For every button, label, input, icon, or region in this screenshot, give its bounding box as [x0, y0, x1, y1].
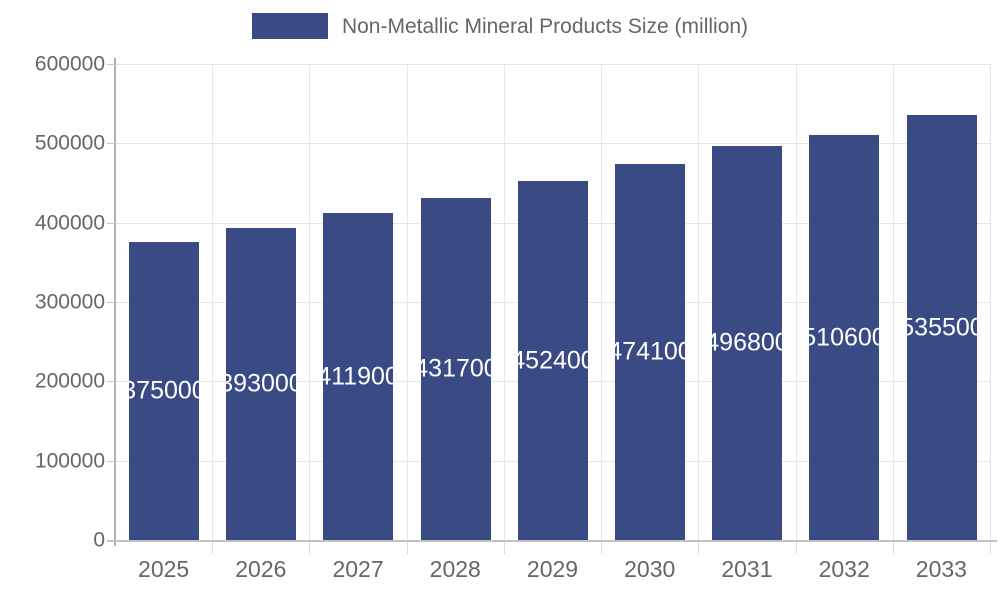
bar-value-label: 375000 [129, 376, 199, 405]
gridline-vertical [990, 64, 991, 540]
gridline-vertical [504, 64, 505, 540]
bar-2031[interactable]: 496800 [712, 146, 782, 540]
gridline-vertical [407, 64, 408, 540]
x-axis-tick-mark [893, 542, 894, 554]
y-axis-tick-label: 0 [93, 528, 105, 552]
bar-2028[interactable]: 431700 [421, 198, 491, 540]
gridline-vertical [601, 64, 602, 540]
x-axis-tick-label: 2025 [138, 556, 190, 582]
y-axis-tick-label: 500000 [34, 131, 105, 155]
x-axis-tick-label: 2026 [235, 556, 287, 582]
x-axis-tick-labels: 2025 2026 2027 2028 2029 2030 2031 2032 2033 [115, 556, 990, 596]
bar-value-label: 393000 [226, 369, 296, 398]
gridline-horizontal [115, 143, 990, 145]
y-axis-tick-mark [107, 302, 115, 303]
x-axis-tick-mark [698, 542, 699, 554]
gridline-vertical [309, 64, 310, 540]
x-axis-tick-label: 2028 [429, 556, 481, 582]
x-axis-tick-mark [212, 542, 213, 554]
x-axis-tick-mark [601, 542, 602, 554]
y-axis-tick-mark [107, 222, 115, 224]
chart-legend: Non-Metallic Mineral Products Size (mill… [0, 0, 1000, 52]
bar-value-label: 411900 [323, 362, 393, 390]
x-axis-tick-label: 2027 [332, 556, 384, 582]
legend-color-swatch-icon [251, 13, 328, 39]
y-axis-tick-mark [107, 540, 115, 541]
bar-2029[interactable]: 452400 [518, 181, 588, 540]
gridline-vertical [893, 64, 894, 540]
x-axis-tick-label: 2029 [526, 556, 579, 582]
y-axis-tick-label: 600000 [34, 52, 105, 76]
x-axis-line [107, 540, 997, 542]
x-axis-tick-label: 2030 [624, 556, 676, 582]
y-axis-tick-label: 400000 [34, 211, 105, 235]
y-axis-tick-mark [107, 460, 115, 462]
bar-value-label: 431700 [421, 354, 491, 383]
x-axis-tick-label: 2032 [818, 556, 870, 582]
x-axis-tick-label: 2033 [915, 556, 967, 582]
bar-2030[interactable]: 474100 [615, 164, 685, 540]
x-axis-tick-label: 2031 [721, 556, 773, 582]
y-axis-tick-mark [107, 143, 115, 145]
gridline-vertical [212, 64, 213, 540]
bar-2032[interactable]: 510600 [809, 135, 879, 540]
legend-item-non-metallic-mineral-products-size[interactable]: Non-Metallic Mineral Products Size (mill… [251, 13, 749, 39]
plot-area: 375000 393000 411900 431700 452400 474100 4968… [115, 64, 991, 541]
bar-2033[interactable]: 535500 [907, 115, 977, 540]
bar-2025[interactable]: 375000 [129, 242, 199, 540]
y-axis-tick-mark [107, 381, 115, 383]
y-axis-line [114, 58, 116, 546]
gridline-vertical [698, 64, 699, 540]
bar-value-label: 510600 [809, 323, 879, 351]
gridline-horizontal [115, 64, 990, 65]
bar-value-label: 452400 [518, 346, 588, 374]
x-axis-tick-mark [309, 542, 310, 554]
x-axis-tick-mark [407, 542, 408, 554]
x-axis-tick-mark [796, 542, 797, 554]
y-axis-tick-mark [107, 64, 115, 65]
bar-2027[interactable]: 411900 [323, 213, 393, 540]
y-axis-tick-labels: 0 100000 200000 300000 400000 500000 600000 [0, 54, 105, 551]
bar-2026[interactable]: 393000 [226, 228, 296, 540]
bar-value-label: 535500 [907, 313, 977, 341]
y-axis-tick-label: 300000 [34, 290, 105, 314]
bar-value-label: 474100 [615, 337, 685, 366]
y-axis-tick-label: 200000 [34, 369, 105, 393]
x-axis-tick-mark [504, 542, 505, 554]
y-axis-tick-label: 100000 [34, 449, 105, 473]
x-axis-tick-mark [990, 542, 991, 554]
bar-value-label: 496800 [712, 328, 782, 357]
legend-item-label: Non-Metallic Mineral Products Size (mill… [341, 14, 749, 38]
gridline-vertical [796, 64, 797, 540]
